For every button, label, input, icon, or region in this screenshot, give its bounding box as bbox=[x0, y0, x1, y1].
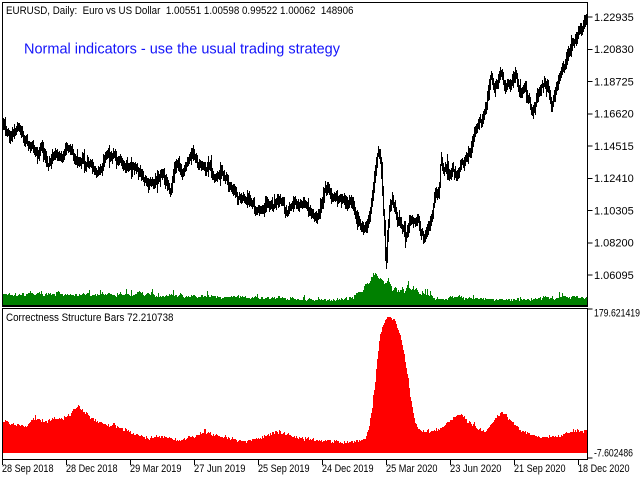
svg-text:24 Dec 2019: 24 Dec 2019 bbox=[322, 463, 374, 475]
svg-text:1.22935: 1.22935 bbox=[594, 12, 634, 24]
svg-text:29 Mar 2019: 29 Mar 2019 bbox=[130, 463, 182, 475]
svg-text:1.12410: 1.12410 bbox=[594, 173, 634, 185]
svg-text:1.18725: 1.18725 bbox=[594, 76, 634, 88]
svg-text:23 Jun 2020: 23 Jun 2020 bbox=[450, 463, 502, 475]
svg-text:28 Sep 2018: 28 Sep 2018 bbox=[2, 463, 54, 475]
svg-text:1.08200: 1.08200 bbox=[594, 238, 634, 250]
svg-text:25 Sep 2019: 25 Sep 2019 bbox=[258, 463, 310, 475]
svg-text:Correctness Structure Bars 72.: Correctness Structure Bars 72.210738 bbox=[6, 312, 174, 324]
svg-text:28 Dec 2018: 28 Dec 2018 bbox=[66, 463, 118, 475]
svg-text:21 Sep 2020: 21 Sep 2020 bbox=[514, 463, 566, 475]
svg-text:-7.602486: -7.602486 bbox=[594, 448, 633, 460]
svg-text:179.621419: 179.621419 bbox=[594, 308, 640, 320]
svg-text:27 Jun 2019: 27 Jun 2019 bbox=[194, 463, 246, 475]
svg-text:25 Mar 2020: 25 Mar 2020 bbox=[386, 463, 438, 475]
svg-text:1.16620: 1.16620 bbox=[594, 109, 634, 121]
svg-text:1.10305: 1.10305 bbox=[594, 205, 634, 217]
svg-text:EURUSD, Daily: Euro vs US Dol: EURUSD, Daily: Euro vs US Dollar 1.00551… bbox=[6, 5, 354, 17]
svg-text:Normal indicators - use the us: Normal indicators - use the usual tradin… bbox=[24, 42, 341, 58]
svg-text:1.14515: 1.14515 bbox=[594, 141, 634, 153]
svg-text:1.20830: 1.20830 bbox=[594, 44, 634, 56]
svg-text:1.06095: 1.06095 bbox=[594, 270, 634, 282]
svg-text:18 Dec 2020: 18 Dec 2020 bbox=[578, 463, 630, 475]
